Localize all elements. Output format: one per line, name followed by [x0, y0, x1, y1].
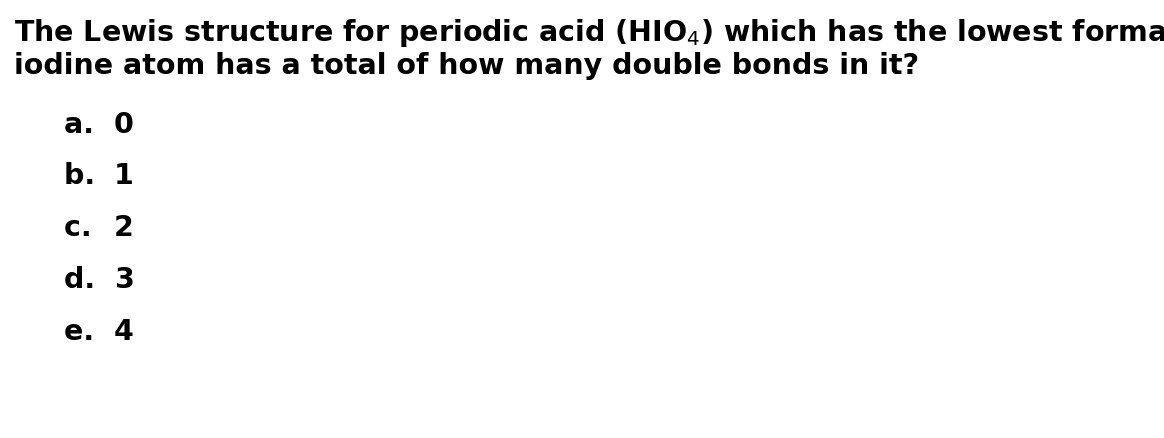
- Text: c.: c.: [64, 214, 120, 242]
- Text: iodine atom has a total of how many double bonds in it?: iodine atom has a total of how many doub…: [14, 52, 920, 80]
- Text: 1: 1: [114, 162, 134, 191]
- Text: d.: d.: [64, 266, 123, 294]
- Text: e.: e.: [64, 318, 122, 346]
- Text: b.: b.: [64, 162, 123, 191]
- Text: 4: 4: [114, 318, 134, 346]
- Text: a.: a.: [64, 111, 122, 139]
- Text: 2: 2: [114, 214, 134, 242]
- Text: The Lewis structure for periodic acid (HIO$_4$) which has the lowest formal char: The Lewis structure for periodic acid (H…: [14, 17, 1164, 49]
- Text: 0: 0: [114, 111, 134, 139]
- Text: 3: 3: [114, 266, 134, 294]
